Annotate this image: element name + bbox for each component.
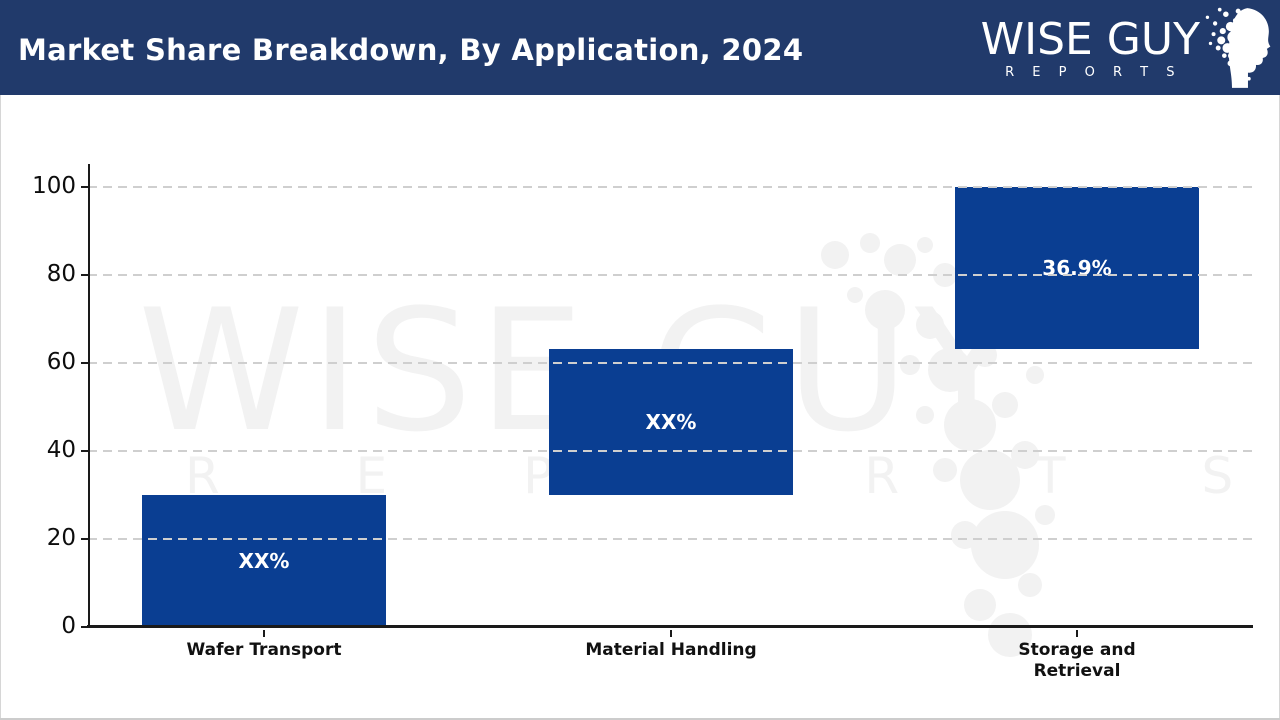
gridline [88,274,1253,276]
x-axis-tick [1076,630,1078,637]
bar-value-label: 36.9% [1042,256,1112,281]
y-axis-tick-label: 60 [46,349,76,375]
gridline [88,450,1253,452]
y-axis-tick [81,626,88,628]
x-axis-line [87,625,1253,628]
y-axis-tick [81,274,88,276]
watermark-face-dots [821,233,1055,657]
header-bar: Market Share Breakdown, By Application, … [0,0,1280,95]
chart-title: Market Share Breakdown, By Application, … [18,33,804,67]
logo-text: WISE GUY R E P O R T S [980,14,1200,81]
logo-sub-text: R E P O R T S [1005,65,1182,80]
x-axis-tick-label: Wafer Transport [186,640,342,660]
gridline [88,362,1253,364]
y-axis-tick [81,538,88,540]
y-axis-tick [81,186,88,188]
bar-value-label: XX% [645,410,697,435]
y-axis-tick-label: 0 [61,613,76,639]
gridline [88,186,1253,188]
x-axis-tick [263,630,265,637]
y-axis-spine [88,164,90,625]
x-axis-tick-label: Storage and Retrieval [1018,640,1136,682]
bar-storage-and-retrieval: 36.9% [955,187,1199,350]
plot-region: WISE GUY R E P O R T S 020406080100XX%Wa… [0,95,1280,720]
gridline [88,538,1253,540]
x-axis-tick-label: Material Handling [585,640,757,660]
y-axis-tick [81,450,88,452]
logo-brand-text: WISE GUY [980,14,1200,65]
y-axis-tick [81,362,88,364]
bar-material-handling: XX% [549,349,793,495]
bar-value-label: XX% [238,549,290,573]
logo-face-icon [1205,7,1271,88]
y-axis-tick-label: 100 [32,173,76,199]
y-axis-tick-label: 20 [46,525,76,551]
y-axis-tick-label: 40 [46,437,76,463]
wiseguy-logo: WISE GUY R E P O R T S [960,0,1280,95]
x-axis-tick [670,630,672,637]
y-axis-tick-label: 80 [46,261,76,287]
bar-wafer-transport: XX% [142,495,386,627]
